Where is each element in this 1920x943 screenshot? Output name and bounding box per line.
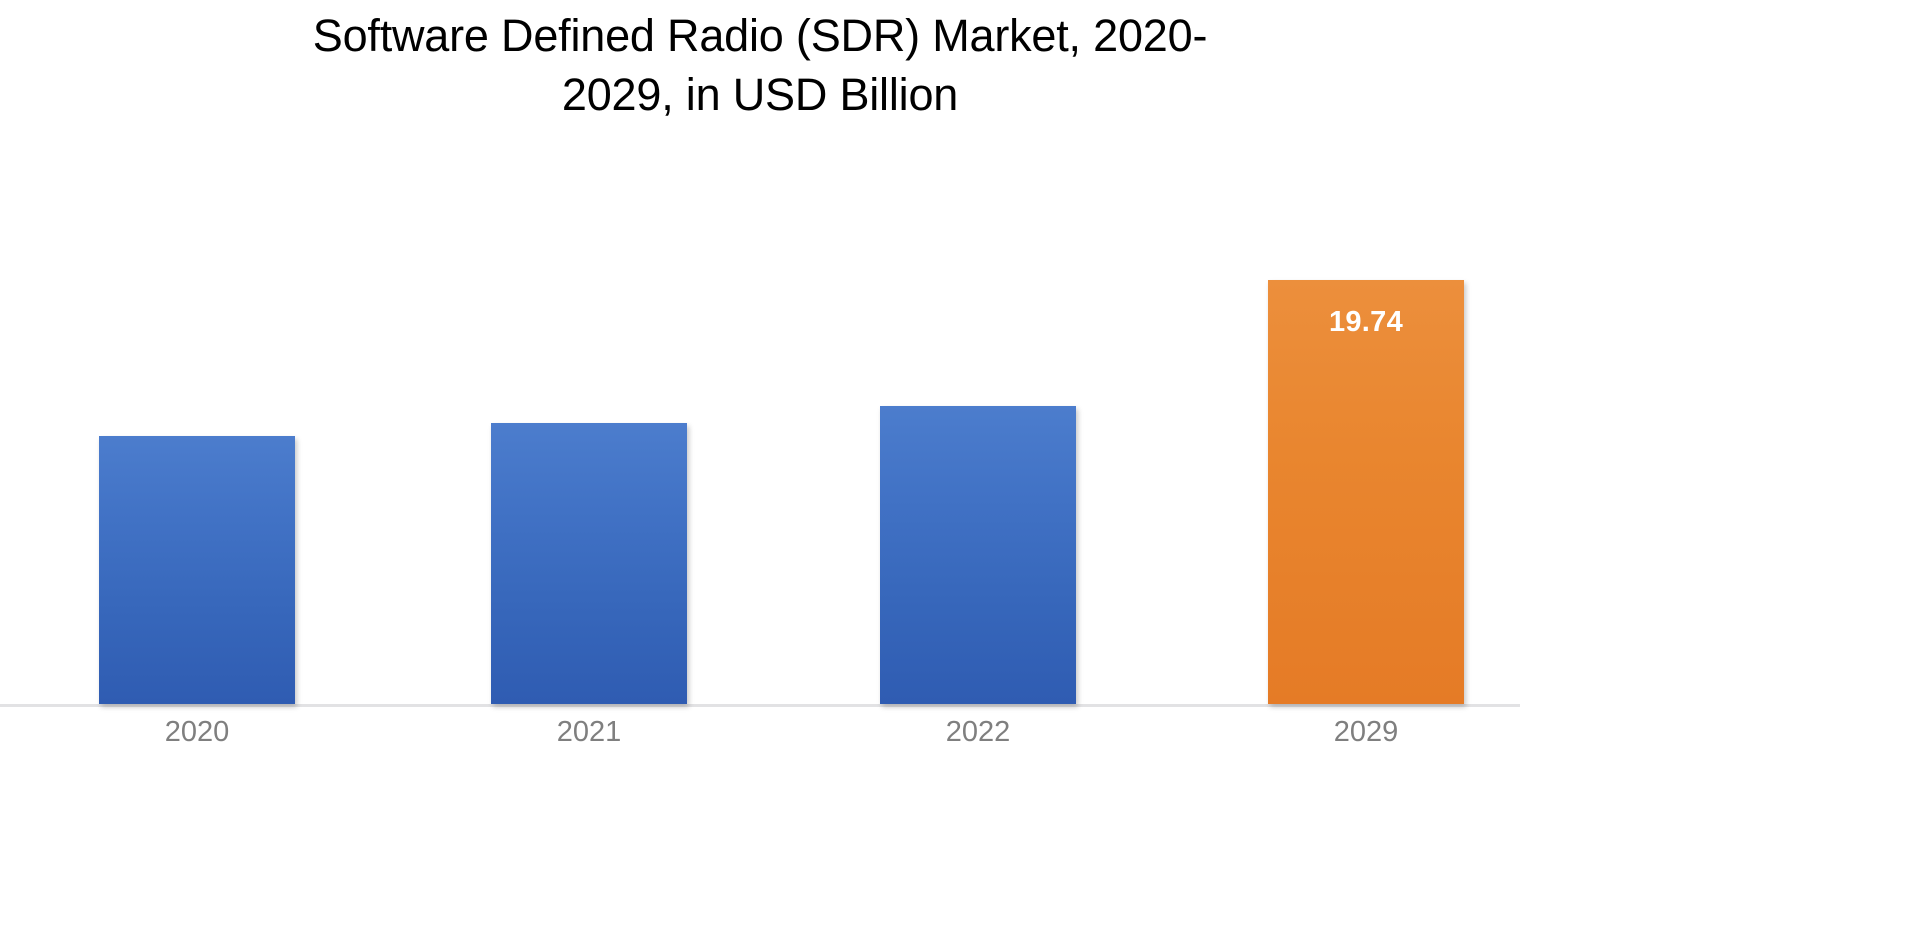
bar-value-2029: 19.74 (1328, 306, 1404, 338)
chart-title: Software Defined Radio (SDR) Market, 202… (0, 6, 1520, 125)
x-axis-label-2029: 2029 (1333, 716, 1399, 748)
bar-2022[interactable] (880, 406, 1076, 704)
plot-area: 2020 2021 2022 19.74 2029 (0, 280, 1520, 748)
bar-2020[interactable] (99, 436, 295, 704)
category-axis-line (0, 704, 1520, 707)
chart-title-line-1: Software Defined Radio (SDR) Market, 202… (312, 10, 1208, 61)
x-axis-label-2021: 2021 (556, 716, 622, 748)
bar-2021[interactable] (491, 423, 687, 704)
bar-2029[interactable]: 19.74 (1268, 280, 1464, 704)
x-axis-label-2020: 2020 (164, 716, 230, 748)
chart-container: Software Defined Radio (SDR) Market, 202… (0, 6, 1520, 748)
x-axis-label-2022: 2022 (945, 716, 1011, 748)
chart-title-line-2: 2029, in USD Billion (561, 69, 959, 121)
